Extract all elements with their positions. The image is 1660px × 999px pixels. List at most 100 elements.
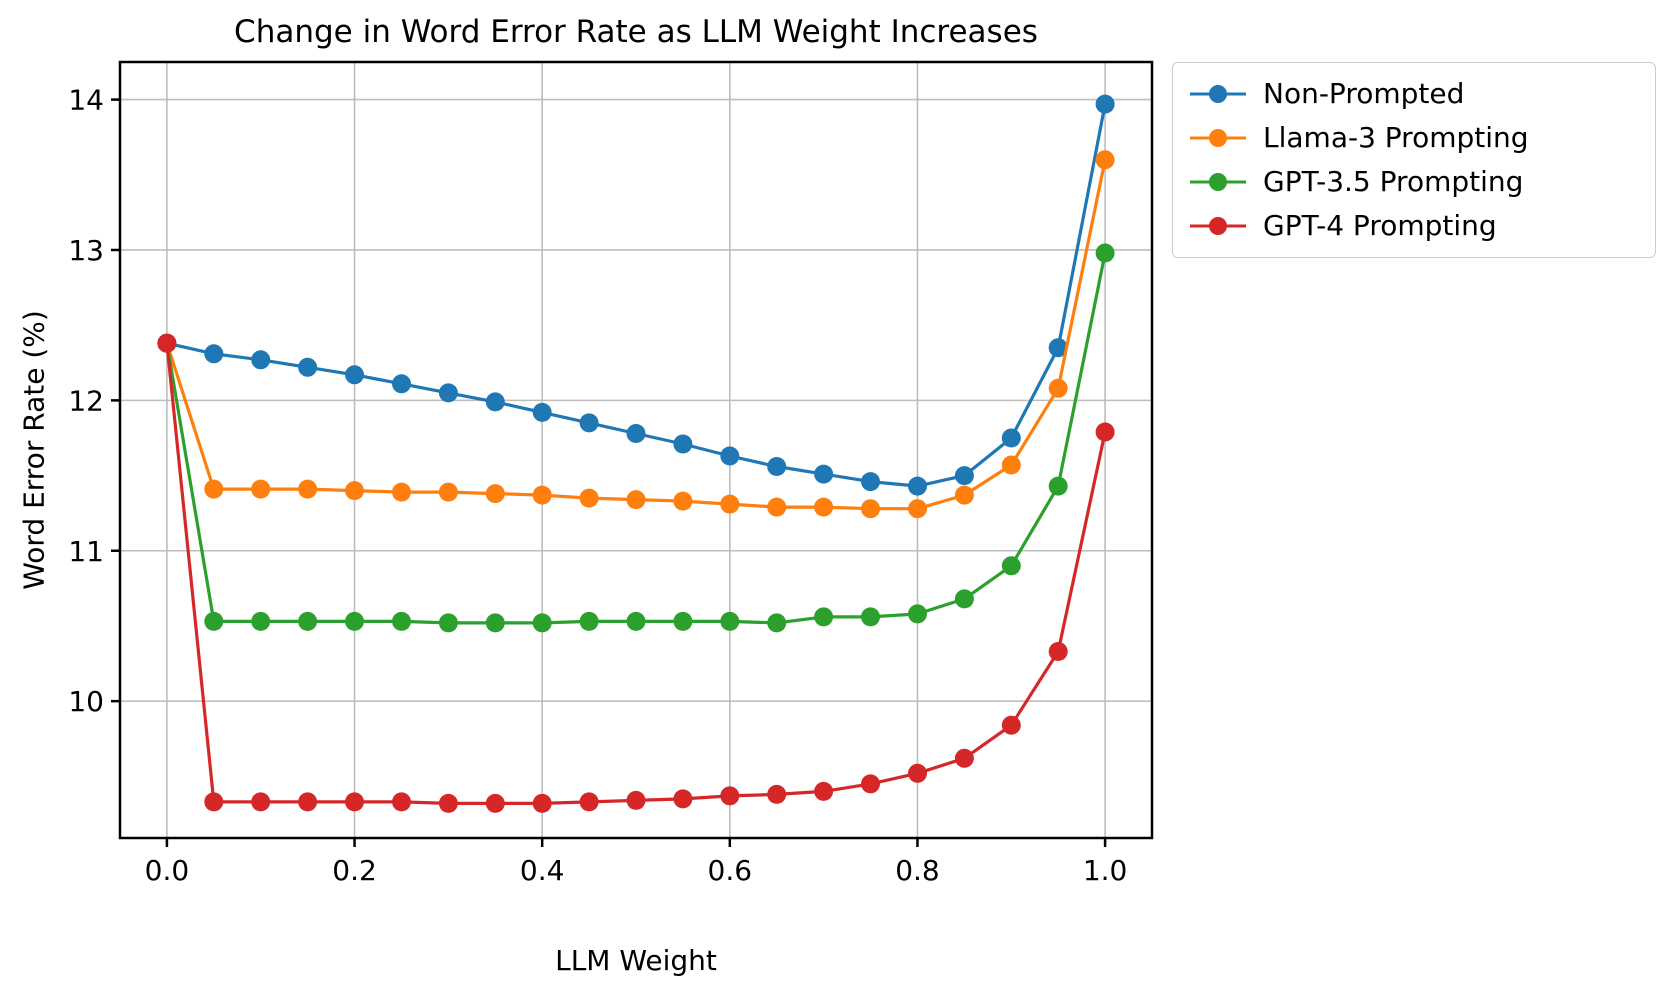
data-point-marker bbox=[251, 479, 271, 499]
data-point-marker bbox=[814, 607, 834, 627]
data-point-marker bbox=[861, 774, 880, 794]
data-point-marker bbox=[532, 793, 552, 813]
data-point-marker bbox=[1048, 476, 1068, 496]
data-point-marker bbox=[204, 479, 224, 499]
data-point-marker bbox=[1001, 455, 1021, 475]
data-point-marker bbox=[1095, 94, 1115, 114]
chart-title: Change in Word Error Rate as LLM Weight … bbox=[234, 14, 1038, 50]
data-point-marker bbox=[532, 613, 552, 633]
data-point-marker bbox=[438, 613, 458, 633]
data-point-marker bbox=[532, 402, 552, 422]
data-point-marker bbox=[814, 464, 834, 484]
y-tick-label: 10 bbox=[68, 685, 104, 718]
data-point-marker bbox=[392, 374, 411, 394]
data-point-marker bbox=[767, 613, 787, 633]
data-point-marker bbox=[767, 457, 787, 476]
data-point-marker bbox=[626, 790, 646, 810]
data-point-marker bbox=[720, 446, 740, 466]
data-point-marker bbox=[814, 497, 834, 517]
data-point-marker bbox=[954, 485, 974, 505]
x-tick-label: 0.2 bbox=[332, 854, 377, 887]
legend-line-marker-icon bbox=[1190, 217, 1246, 235]
data-point-marker bbox=[720, 494, 740, 514]
data-point-marker bbox=[954, 589, 974, 609]
legend-entry-gpt-4: GPT-4 Prompting bbox=[1187, 205, 1633, 247]
data-point-marker bbox=[673, 434, 693, 454]
data-point-marker bbox=[861, 499, 880, 519]
data-point-marker bbox=[579, 488, 599, 508]
x-tick-label: 1.0 bbox=[1083, 854, 1128, 887]
data-point-marker bbox=[392, 482, 411, 502]
data-point-marker bbox=[438, 383, 458, 403]
data-point-marker bbox=[485, 392, 505, 412]
legend-entry-llama-3: Llama-3 Prompting bbox=[1187, 117, 1633, 159]
data-point-marker bbox=[626, 611, 646, 631]
data-point-marker bbox=[1095, 150, 1115, 170]
data-point-marker bbox=[1048, 378, 1068, 398]
data-point-marker bbox=[532, 485, 552, 505]
data-point-marker bbox=[1095, 422, 1115, 442]
data-point-marker bbox=[392, 792, 411, 812]
y-tick-label: 13 bbox=[68, 234, 104, 267]
data-point-marker bbox=[1001, 715, 1021, 735]
legend-line-marker-icon bbox=[1190, 129, 1246, 147]
data-point-marker bbox=[345, 792, 364, 812]
data-point-marker bbox=[579, 611, 599, 631]
data-point-marker bbox=[908, 604, 927, 624]
data-point-marker bbox=[673, 789, 693, 809]
data-point-marker bbox=[345, 365, 364, 385]
legend-line-marker-icon bbox=[1190, 85, 1246, 103]
legend-entry-non-prompted: Non-Prompted bbox=[1187, 73, 1633, 115]
data-point-marker bbox=[908, 499, 927, 519]
legend-line-marker-icon bbox=[1190, 173, 1246, 191]
data-point-marker bbox=[579, 413, 599, 433]
data-point-marker bbox=[157, 333, 177, 353]
data-point-marker bbox=[485, 613, 505, 633]
data-point-marker bbox=[626, 490, 646, 510]
y-tick-label: 12 bbox=[68, 384, 104, 417]
data-point-marker bbox=[392, 611, 411, 631]
data-point-marker bbox=[767, 497, 787, 517]
data-point-marker bbox=[204, 792, 224, 812]
legend-entry-gpt-3-5: GPT-3.5 Prompting bbox=[1187, 161, 1633, 203]
data-point-marker bbox=[626, 424, 646, 443]
data-point-marker bbox=[1001, 428, 1021, 448]
data-point-marker bbox=[204, 611, 224, 631]
legend: Non-Prompted Llama-3 Prompting GPT-3.5 P… bbox=[1172, 62, 1656, 258]
y-tick-label: 11 bbox=[68, 535, 104, 568]
axes-frame bbox=[118, 60, 1154, 840]
data-point-marker bbox=[485, 793, 505, 813]
x-tick-label: 0.0 bbox=[145, 854, 190, 887]
data-point-marker bbox=[908, 763, 927, 783]
data-point-marker bbox=[767, 784, 787, 804]
x-tick-label: 0.8 bbox=[895, 854, 940, 887]
data-point-marker bbox=[720, 611, 740, 631]
data-point-marker bbox=[438, 793, 458, 813]
data-point-marker bbox=[1001, 556, 1021, 576]
x-tick-label: 0.4 bbox=[520, 854, 565, 887]
data-point-marker bbox=[298, 479, 318, 499]
data-point-marker bbox=[345, 481, 364, 501]
data-point-marker bbox=[1048, 642, 1068, 661]
x-axis-label: LLM Weight bbox=[555, 944, 717, 977]
data-point-marker bbox=[298, 792, 318, 812]
data-point-marker bbox=[954, 466, 974, 486]
series-line-3 bbox=[165, 341, 1107, 806]
data-point-marker bbox=[908, 476, 927, 496]
data-point-marker bbox=[1095, 243, 1115, 263]
data-point-marker bbox=[720, 786, 740, 806]
data-point-marker bbox=[438, 482, 458, 502]
data-point-marker bbox=[485, 484, 505, 504]
data-point-marker bbox=[1048, 338, 1068, 358]
data-point-marker bbox=[251, 611, 271, 631]
data-point-marker bbox=[298, 357, 318, 377]
data-point-marker bbox=[204, 344, 224, 364]
legend-label: GPT-3.5 Prompting bbox=[1263, 165, 1524, 198]
data-point-marker bbox=[251, 350, 271, 370]
data-point-marker bbox=[673, 491, 693, 511]
y-tick-label: 14 bbox=[68, 84, 104, 117]
x-tick-label: 0.6 bbox=[708, 854, 753, 887]
data-point-marker bbox=[814, 781, 834, 801]
data-point-marker bbox=[861, 472, 880, 492]
